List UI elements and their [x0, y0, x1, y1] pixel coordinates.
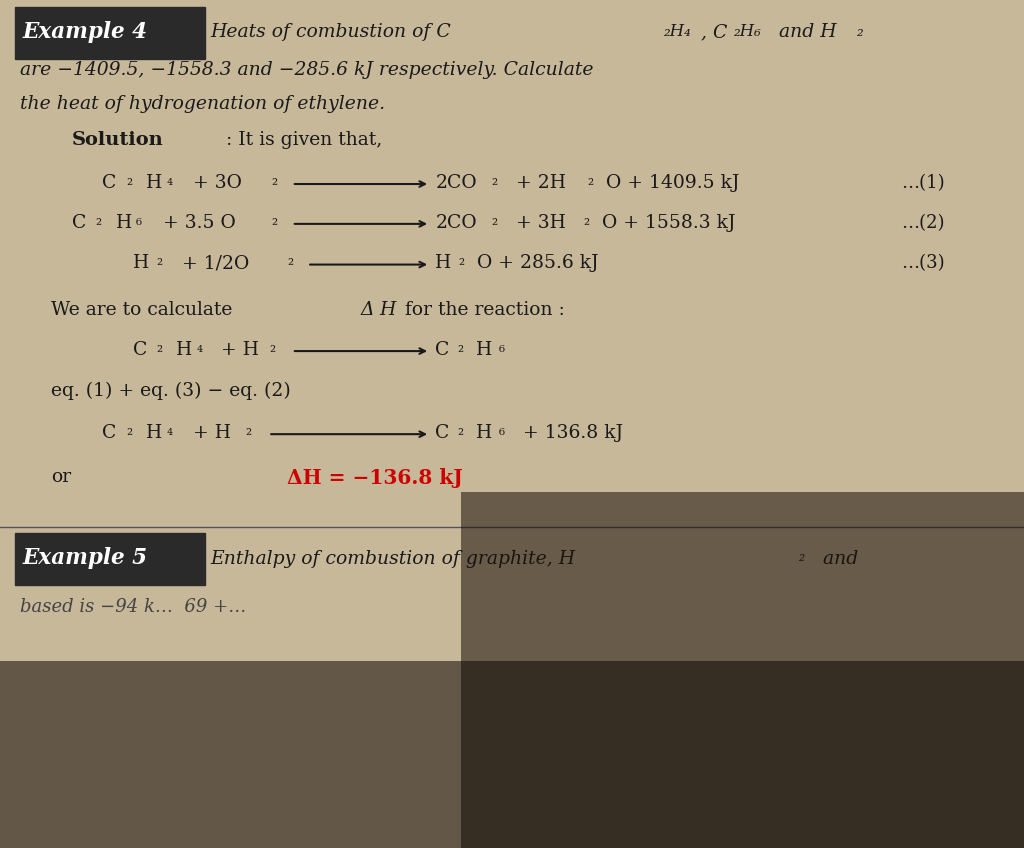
Text: and H: and H	[773, 23, 837, 41]
FancyBboxPatch shape	[461, 492, 1024, 848]
Text: O + 1409.5 kJ: O + 1409.5 kJ	[606, 174, 739, 192]
Text: for the reaction :: for the reaction :	[399, 301, 565, 319]
Text: + 3O: + 3O	[187, 174, 243, 192]
Text: ₂: ₂	[271, 214, 278, 228]
Text: C: C	[133, 341, 147, 359]
Text: + 2H: + 2H	[510, 174, 566, 192]
Text: …(1): …(1)	[901, 174, 945, 192]
Text: ₄: ₄	[167, 424, 173, 438]
Text: Solution: Solution	[72, 131, 164, 149]
Text: H: H	[116, 214, 132, 232]
Text: ₄: ₄	[167, 174, 173, 188]
Text: We are to calculate: We are to calculate	[51, 301, 239, 319]
Text: + 1/2O: + 1/2O	[176, 254, 250, 272]
Text: C: C	[435, 341, 450, 359]
Text: ₆: ₆	[499, 424, 505, 438]
Text: ₂: ₂	[459, 254, 465, 269]
Text: ₂: ₂	[269, 341, 275, 355]
Text: Δ: Δ	[360, 301, 374, 319]
Text: are −1409.5, −1558.3 and −285.6 kJ respectively. Calculate: are −1409.5, −1558.3 and −285.6 kJ respe…	[20, 61, 594, 79]
Text: ₂: ₂	[246, 424, 252, 438]
Text: C: C	[435, 424, 450, 442]
Text: ΔH = −136.8 kJ: ΔH = −136.8 kJ	[287, 468, 463, 488]
Text: H: H	[133, 254, 150, 272]
Text: , C: , C	[701, 23, 728, 41]
Text: H: H	[176, 341, 193, 359]
Text: H: H	[476, 341, 493, 359]
Text: + 3.5 O: + 3.5 O	[157, 214, 236, 232]
Text: ₂: ₂	[857, 23, 863, 40]
Text: ₂: ₂	[492, 174, 498, 188]
Text: the heat of hydrogenation of ethylene.: the heat of hydrogenation of ethylene.	[20, 95, 386, 113]
Text: H: H	[476, 424, 493, 442]
Text: …(3): …(3)	[901, 254, 945, 272]
Text: ₂: ₂	[288, 254, 294, 269]
Text: H: H	[379, 301, 395, 319]
Text: …(2): …(2)	[901, 214, 944, 232]
Text: Enthalpy of combustion of graphite, H: Enthalpy of combustion of graphite, H	[210, 550, 575, 567]
Text: ₂: ₂	[458, 341, 464, 355]
Text: ₂: ₂	[126, 424, 132, 438]
Text: O + 1558.3 kJ: O + 1558.3 kJ	[602, 214, 735, 232]
Text: ₂: ₂	[157, 341, 163, 355]
FancyBboxPatch shape	[0, 661, 1024, 848]
Text: ₂: ₂	[799, 550, 805, 564]
Text: ₂H₄: ₂H₄	[664, 23, 691, 40]
Text: ₂: ₂	[95, 214, 101, 228]
Text: ₄: ₄	[197, 341, 203, 355]
FancyBboxPatch shape	[15, 7, 205, 59]
Text: O + 285.6 kJ: O + 285.6 kJ	[477, 254, 599, 272]
Text: ₂: ₂	[271, 174, 278, 188]
Text: Example 5: Example 5	[23, 547, 147, 569]
Text: + H: + H	[215, 341, 259, 359]
Text: H: H	[146, 424, 163, 442]
Text: Heats of combustion of C: Heats of combustion of C	[210, 23, 451, 41]
Text: + H: + H	[187, 424, 231, 442]
Text: ₂: ₂	[458, 424, 464, 438]
Text: eq. (1) + eq. (3) − eq. (2): eq. (1) + eq. (3) − eq. (2)	[51, 382, 291, 400]
Text: C: C	[102, 174, 117, 192]
Text: ₂: ₂	[157, 254, 163, 269]
Text: ₂: ₂	[584, 214, 590, 228]
Text: ₂: ₂	[492, 214, 498, 228]
Text: and: and	[817, 550, 858, 567]
Text: + 136.8 kJ: + 136.8 kJ	[517, 424, 624, 442]
Text: ₆: ₆	[136, 214, 142, 228]
Text: based is −94 k…  69 +…: based is −94 k… 69 +…	[20, 598, 247, 616]
Text: ₂: ₂	[126, 174, 132, 188]
Text: ₂: ₂	[588, 174, 594, 188]
Text: : It is given that,: : It is given that,	[220, 131, 382, 149]
Text: 2CO: 2CO	[435, 174, 477, 192]
Text: C: C	[72, 214, 86, 232]
Text: ₂H₆: ₂H₆	[734, 23, 762, 40]
FancyBboxPatch shape	[15, 533, 205, 585]
Text: or: or	[51, 468, 72, 486]
Text: + 3H: + 3H	[510, 214, 566, 232]
Text: C: C	[102, 424, 117, 442]
Text: 2CO: 2CO	[435, 214, 477, 232]
Text: Example 4: Example 4	[23, 21, 147, 43]
Text: ₆: ₆	[499, 341, 505, 355]
Text: H: H	[435, 254, 452, 272]
Text: H: H	[146, 174, 163, 192]
